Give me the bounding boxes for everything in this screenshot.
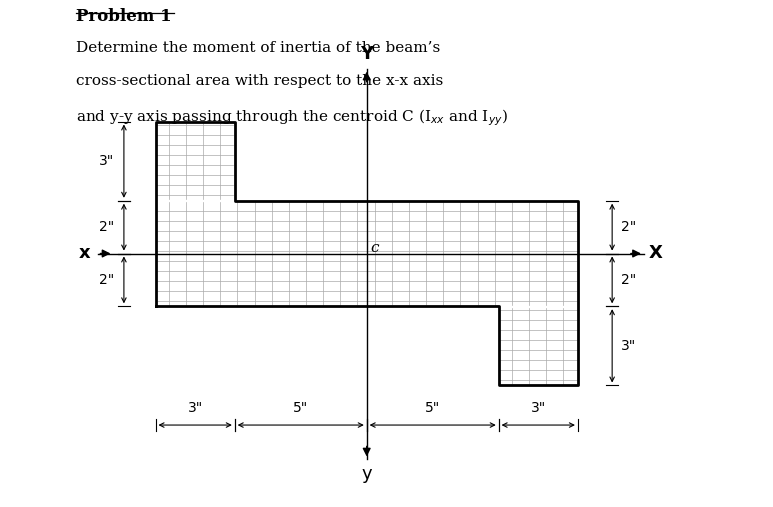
Text: c: c bbox=[370, 241, 379, 255]
Text: Problem 1: Problem 1 bbox=[77, 8, 172, 25]
Text: 2": 2" bbox=[621, 273, 637, 287]
Polygon shape bbox=[155, 122, 578, 385]
Text: and y-y axis passing through the centroid C (I$_{xx}$ and I$_{yy}$): and y-y axis passing through the centroi… bbox=[77, 107, 509, 128]
Text: cross-sectional area with respect to the x-x axis: cross-sectional area with respect to the… bbox=[77, 74, 444, 88]
Text: 3": 3" bbox=[100, 154, 114, 168]
Text: 3": 3" bbox=[188, 401, 203, 415]
Text: 2": 2" bbox=[621, 220, 637, 234]
Text: Y: Y bbox=[360, 45, 373, 63]
Text: 3": 3" bbox=[621, 339, 637, 353]
Text: 2": 2" bbox=[100, 273, 114, 287]
Text: Determine the moment of inertia of the beam’s: Determine the moment of inertia of the b… bbox=[77, 41, 441, 55]
Text: X: X bbox=[649, 244, 662, 263]
Text: 3": 3" bbox=[530, 401, 546, 415]
Text: 5": 5" bbox=[293, 401, 308, 415]
Text: y: y bbox=[362, 465, 372, 483]
Text: x: x bbox=[79, 244, 90, 263]
Text: 2": 2" bbox=[100, 220, 114, 234]
Text: 5": 5" bbox=[425, 401, 441, 415]
